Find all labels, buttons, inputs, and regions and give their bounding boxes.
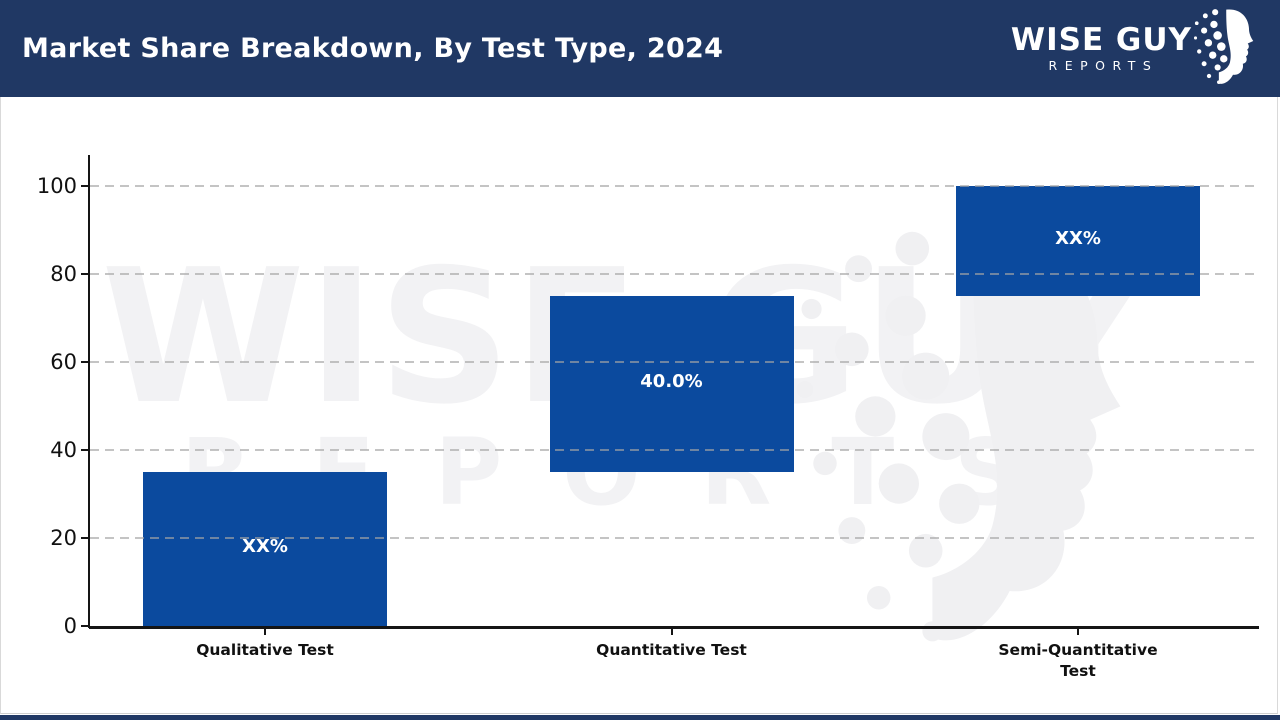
gridline [90,361,1259,363]
gridline [90,273,1259,275]
y-axis-tick [81,537,89,539]
logo-text: WISE GUY REPORTS [1010,21,1192,73]
x-axis-tick [264,629,266,635]
x-category-label: Quantitative Test [596,641,747,659]
y-axis-tick [81,361,89,363]
dotted-face-icon [1193,8,1254,84]
wise-guy-logo: WISE GUY REPORTS [1011,6,1262,92]
y-axis-tick [81,449,89,451]
bar [549,296,794,472]
plot-layer: 0 20 40 60 80 100 XX% Qualitative Test 40.0% Quan… [1,97,1277,713]
y-tick-label: 20 [50,526,77,550]
x-category-label: Qualitative Test [196,641,334,659]
bar [143,472,387,626]
gridline [90,185,1259,187]
logo-wordmark: WISE GUY [1010,21,1192,58]
gridline [90,537,1259,539]
y-tick-label: 80 [50,262,77,286]
header-bar: Market Share Breakdown, By Test Type, 20… [0,0,1280,97]
chart-area: WISE GUY R E P O R T S 0 20 40 60 80 100 XX% Qu… [0,97,1278,714]
y-tick-label: 40 [50,438,77,462]
bar-value-label: 40.0% [640,371,703,392]
y-axis-line [88,155,90,628]
logo-subtitle: REPORTS [1048,57,1159,73]
x-axis-line [89,626,1259,629]
bar-value-label: XX% [1055,228,1101,249]
gridline [90,449,1259,451]
y-axis-tick [81,273,89,275]
bar-value-label: XX% [242,536,288,557]
x-axis-tick [1077,629,1079,635]
page-title: Market Share Breakdown, By Test Type, 20… [22,33,724,64]
y-tick-label: 60 [50,350,77,374]
y-axis-tick [81,185,89,187]
y-tick-label: 0 [63,614,77,638]
x-axis-tick [670,629,673,635]
y-tick-label: 100 [36,174,77,198]
y-axis-tick [81,625,89,627]
footer-accent-bar [0,715,1280,720]
x-category-label: Semi-Quantitative Test [998,641,1158,680]
